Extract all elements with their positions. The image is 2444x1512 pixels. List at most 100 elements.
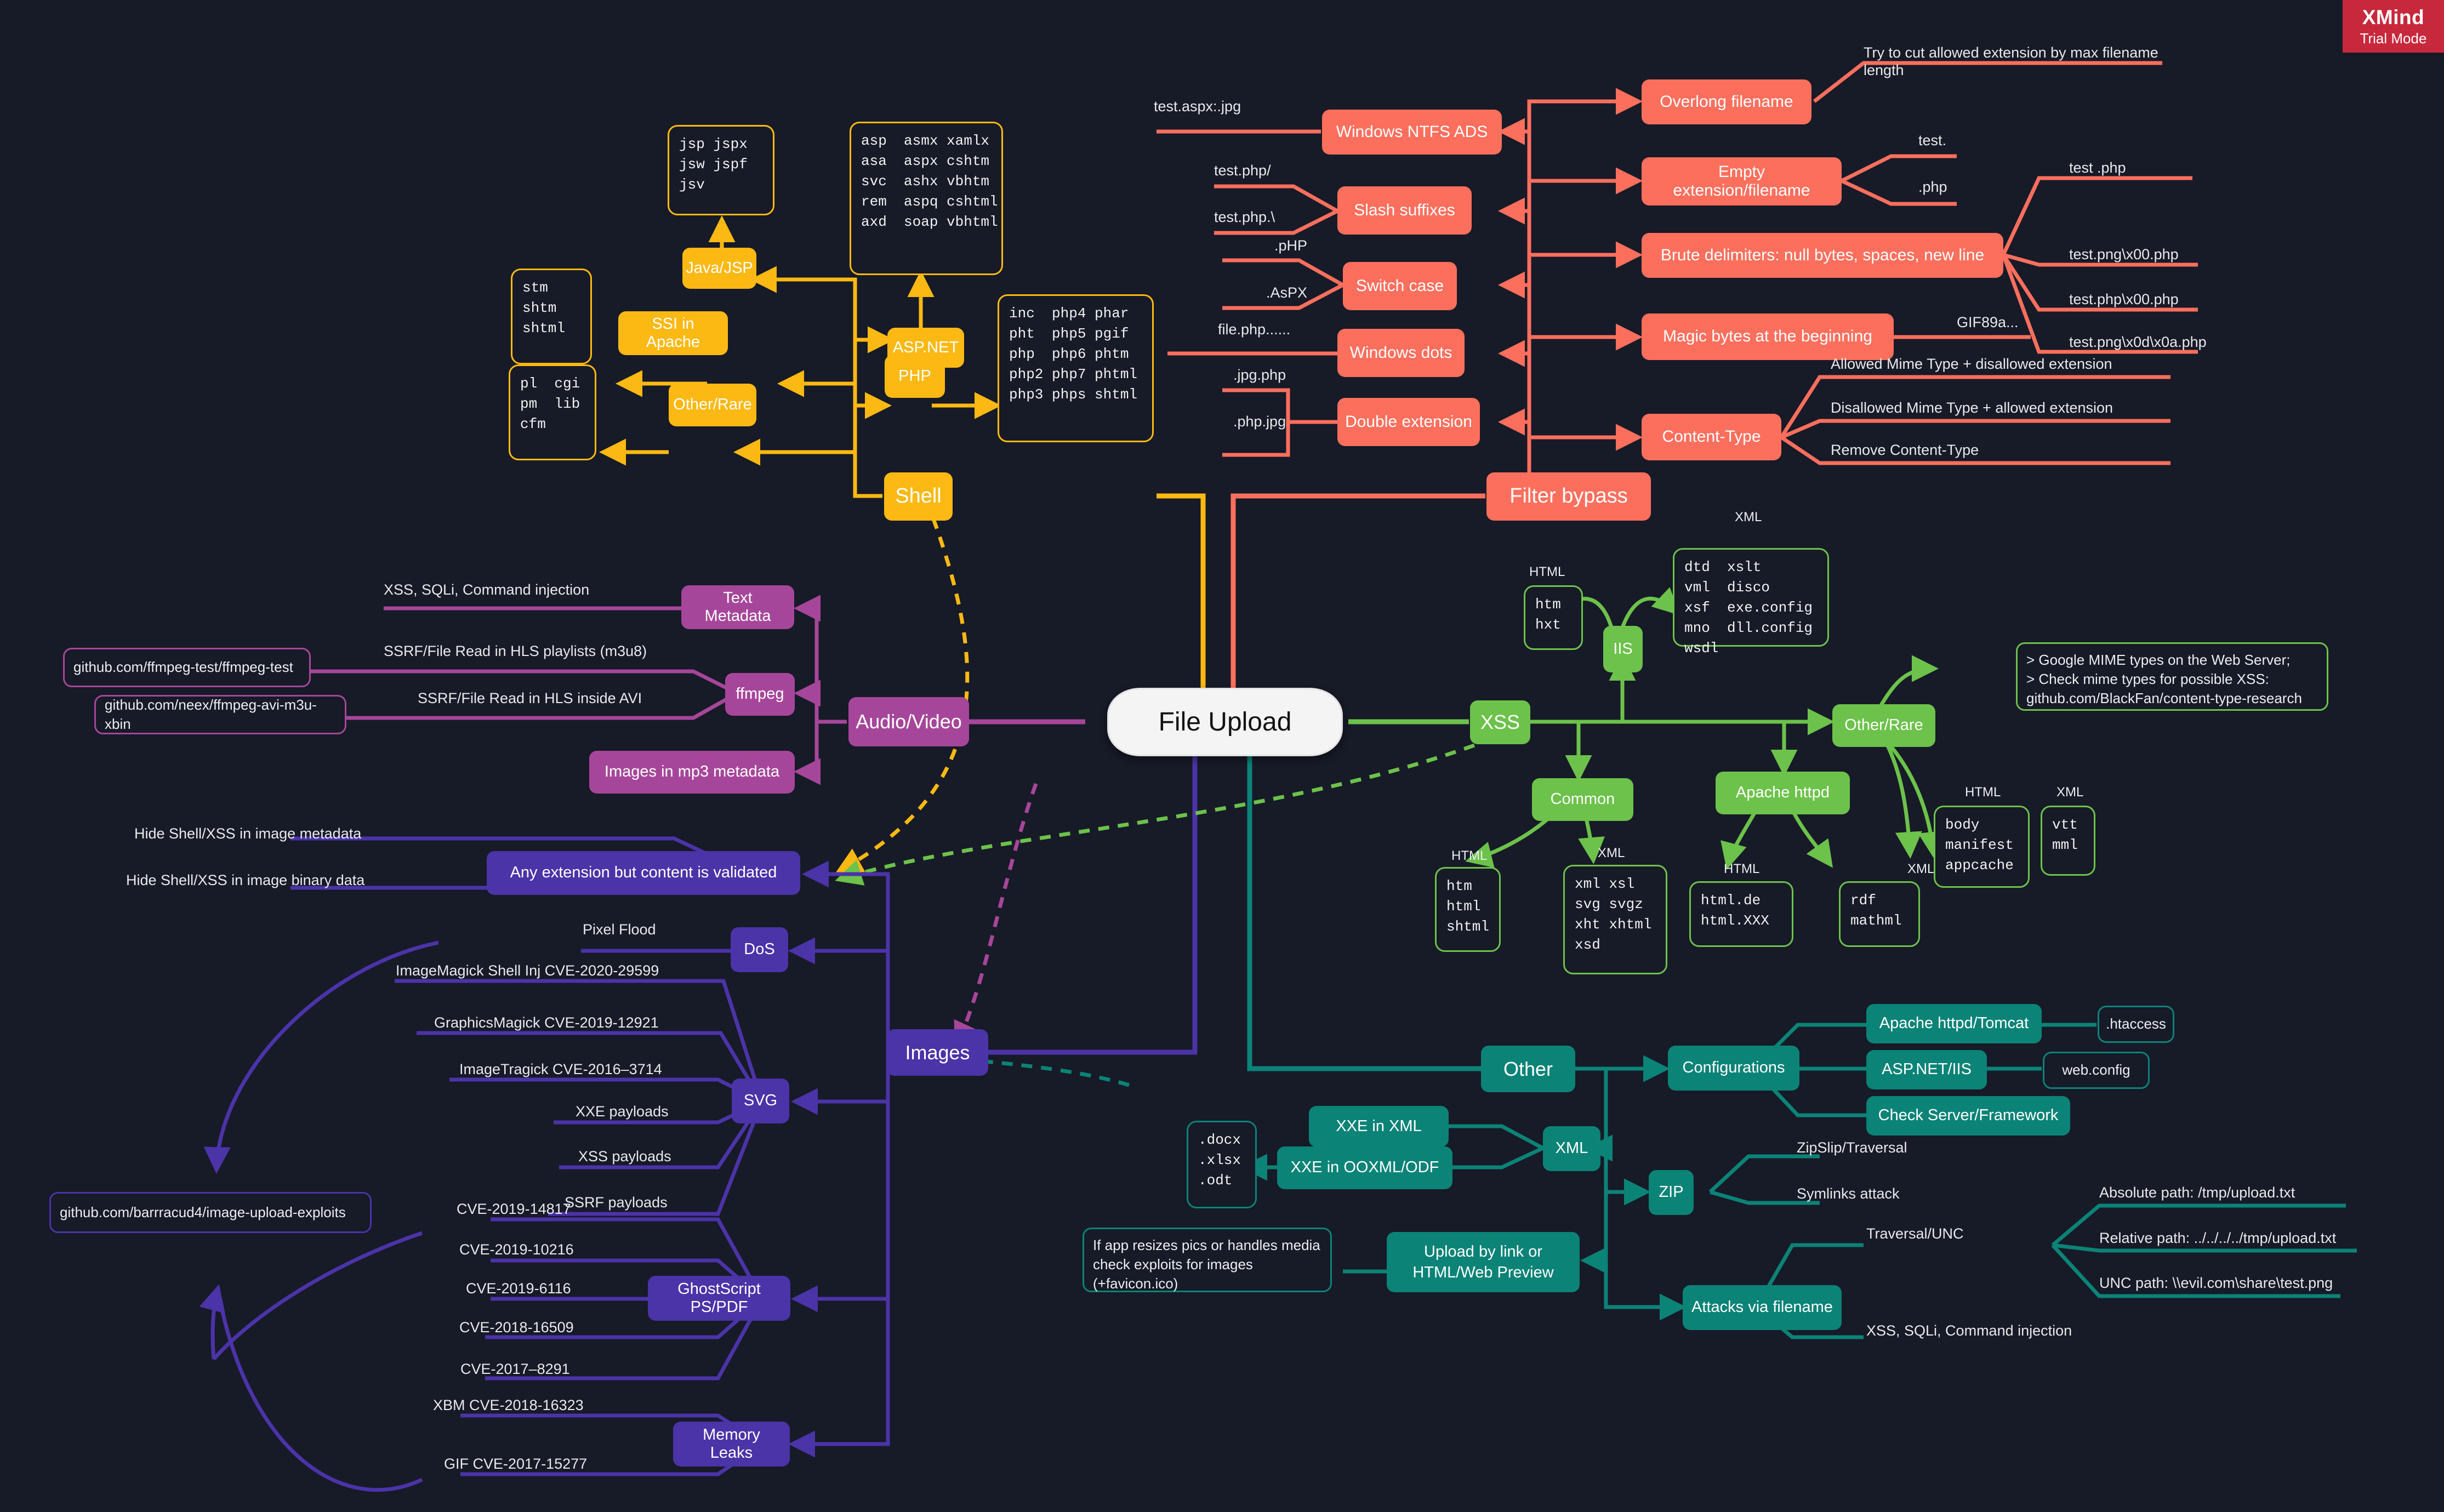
node-dos[interactable]: DoS (731, 927, 788, 972)
leaf-ct-1: Allowed Mime Type + disallowed extension (1831, 356, 2112, 372)
node-double-extension[interactable]: Double extension (1337, 398, 1480, 446)
extbox-httpd-html: html.de html.XXX (1689, 881, 1793, 947)
xmind-subtitle: Trial Mode (2360, 30, 2427, 47)
value-webconfig: web.config (2043, 1052, 2150, 1089)
cap-iis-xml: XML (1735, 510, 1762, 524)
ref-image-upload-exploits[interactable]: github.com/barrracud4/image-upload-explo… (49, 1192, 372, 1233)
node-xxe-in-xml[interactable]: XXE in XML (1309, 1106, 1449, 1147)
root-node-file-upload[interactable]: File Upload (1107, 688, 1343, 756)
cap-xssother-xml: XML (2056, 785, 2084, 800)
leaf-brute-4: test.png\x0d\x0a.php (2069, 334, 2207, 350)
node-images-mp3-metadata[interactable]: Images in mp3 metadata (589, 751, 795, 794)
leaf-empty-1: test. (1918, 132, 1947, 149)
node-slash-suffixes[interactable]: Slash suffixes (1337, 186, 1472, 235)
extbox-xssother-xml: vtt mml (2041, 806, 2095, 876)
extbox-common-html: htm html shtml (1435, 867, 1501, 952)
node-php[interactable]: PHP (885, 355, 945, 398)
leaf-gs-3: CVE-2019-6116 (466, 1280, 571, 1297)
ref-ffmpeg-avi-m3u-xbin[interactable]: github.com/neex/ffmpeg-avi-m3u-xbin (94, 695, 346, 734)
ref-ffmpeg-test[interactable]: github.com/ffmpeg-test/ffmpeg-test (63, 648, 311, 687)
node-audio-video[interactable]: Audio/Video (848, 697, 969, 746)
node-java-jsp[interactable]: Java/JSP (682, 248, 756, 289)
extbox-java-jsp: jsp jspx jsw jspf jsv (668, 125, 774, 215)
leaf-ct-2: Disallowed Mime Type + allowed extension (1831, 400, 2113, 416)
node-overlong-filename[interactable]: Overlong filename (1642, 79, 1811, 124)
node-xxe-in-ooxml-odf[interactable]: XXE in OOXML/ODF (1277, 1146, 1452, 1189)
leaf-magic-1: GIF89a... (1957, 314, 2019, 330)
note-resize-exploits: If app resizes pics or handles media che… (1083, 1228, 1332, 1292)
leaf-windows-dots-1: file.php...... (1218, 321, 1291, 338)
leaf-hide-metadata: Hide Shell/XSS in image metadata (134, 825, 362, 842)
leaf-svg-2: GraphicsMagick CVE-2019-12921 (434, 1014, 659, 1031)
leaf-relative-path: Relative path: ../../../../tmp/upload.tx… (2099, 1230, 2337, 1246)
node-shell[interactable]: Shell (884, 472, 953, 521)
node-images[interactable]: Images (887, 1029, 988, 1076)
extbox-iis-xml: dtd xslt vml disco xsf exe.config mno dl… (1673, 548, 1829, 657)
node-empty-extension[interactable]: Empty extension/filename (1642, 157, 1842, 206)
node-other[interactable]: Other (1481, 1046, 1575, 1092)
node-upload-by-link[interactable]: Upload by link or HTML/Web Preview (1387, 1232, 1580, 1292)
leaf-text-metadata-1: XSS, SQLi, Command injection (384, 581, 590, 598)
leaf-gs-5: CVE-2017–8291 (460, 1361, 570, 1377)
node-filter-bypass[interactable]: Filter bypass (1486, 472, 1651, 521)
node-brute-delimiters[interactable]: Brute delimiters: null bytes, spaces, ne… (1642, 233, 2003, 278)
node-content-type[interactable]: Content-Type (1642, 414, 1781, 460)
node-windows-dots[interactable]: Windows dots (1337, 329, 1465, 377)
node-aspnet-iis[interactable]: ASP.NET/IIS (1866, 1050, 1987, 1089)
leaf-switch-2: .AsPX (1266, 284, 1308, 301)
leaf-ntfs-ads-1: test.aspx:.jpg (1154, 98, 1241, 115)
leaf-hide-binary: Hide Shell/XSS in image binary data (126, 872, 365, 888)
leaf-svg-1: ImageMagick Shell Inj CVE-2020-29599 (396, 962, 659, 979)
leaf-switch-1: .pHP (1274, 237, 1308, 254)
leaf-overlong-1: Try to cut allowed extension by max file… (1864, 44, 2158, 79)
extbox-ssi-apache: stm shtm shtml (511, 269, 592, 364)
cap-common-html: HTML (1451, 848, 1488, 863)
cap-httpd-html: HTML (1724, 861, 1760, 876)
extbox-other-rare-shell: pl cgi pm lib cfm (509, 364, 596, 460)
node-configurations[interactable]: Configurations (1668, 1046, 1799, 1091)
node-apache-httpd[interactable]: Apache httpd (1716, 772, 1850, 814)
node-check-server-framework[interactable]: Check Server/Framework (1866, 1096, 2070, 1136)
node-iis[interactable]: IIS (1603, 626, 1643, 672)
node-text-metadata[interactable]: Text Metadata (681, 585, 794, 629)
extbox-xssother-html: body manifest appcache (1934, 806, 2030, 888)
node-xml-other[interactable]: XML (1543, 1126, 1600, 1171)
node-other-rare-xss[interactable]: Other/Rare (1832, 704, 1935, 747)
leaf-slash-1: test.php/ (1214, 162, 1271, 179)
extbox-ooxml-odf: .docx .xlsx .odt (1187, 1121, 1257, 1208)
node-ssi-apache[interactable]: SSI in Apache (618, 311, 728, 355)
leaf-unc-path: UNC path: \\evil.com\share\test.png (2099, 1275, 2333, 1291)
leaf-zip-2: Symlinks attack (1797, 1185, 1900, 1202)
xmind-title: XMind (2362, 5, 2425, 28)
cap-xssother-html: HTML (1965, 785, 2001, 800)
node-attacks-via-filename[interactable]: Attacks via filename (1683, 1285, 1842, 1330)
leaf-ml-2: GIF CVE-2017-15277 (444, 1456, 588, 1472)
leaf-xss-sqli-filename: XSS, SQLi, Command injection (1866, 1322, 2072, 1339)
xmind-watermark: XMind Trial Mode (2343, 0, 2444, 53)
leaf-traversal-unc: Traversal/UNC (1866, 1225, 1964, 1242)
node-windows-ntfs-ads[interactable]: Windows NTFS ADS (1322, 110, 1502, 155)
node-other-rare-shell[interactable]: Other/Rare (669, 384, 756, 426)
leaf-gs-2: CVE-2019-10216 (459, 1241, 574, 1258)
leaf-pixel-flood: Pixel Flood (583, 921, 656, 938)
leaf-empty-2: .php (1918, 179, 1947, 195)
leaf-ml-1: XBM CVE-2018-16323 (433, 1397, 584, 1413)
node-memory-leaks[interactable]: Memory Leaks (673, 1422, 790, 1467)
leaf-svg-6: SSRF payloads (565, 1194, 668, 1211)
node-zip[interactable]: ZIP (1649, 1170, 1694, 1215)
node-common[interactable]: Common (1532, 778, 1633, 821)
cap-common-xml: XML (1598, 846, 1625, 860)
note-mime-research[interactable]: > Google MIME types on the Web Server; >… (2016, 642, 2328, 711)
node-ffmpeg[interactable]: ffmpeg (725, 673, 795, 716)
node-svg[interactable]: SVG (732, 1079, 789, 1123)
node-switch-case[interactable]: Switch case (1343, 262, 1457, 310)
leaf-slash-2: test.php.\ (1214, 209, 1275, 225)
extbox-iis-html: htm hxt (1524, 585, 1583, 650)
node-ghostscript[interactable]: GhostScript PS/PDF (648, 1276, 790, 1321)
node-xss[interactable]: XSS (1470, 700, 1530, 744)
node-any-extension-validated[interactable]: Any extension but content is validated (487, 851, 800, 895)
node-magic-bytes[interactable]: Magic bytes at the beginning (1642, 313, 1894, 360)
extbox-aspnet: asp asmx xamlx asa aspx cshtm svc ashx v… (850, 122, 1003, 275)
node-apache-httpd-tomcat[interactable]: Apache httpd/Tomcat (1866, 1004, 2042, 1043)
